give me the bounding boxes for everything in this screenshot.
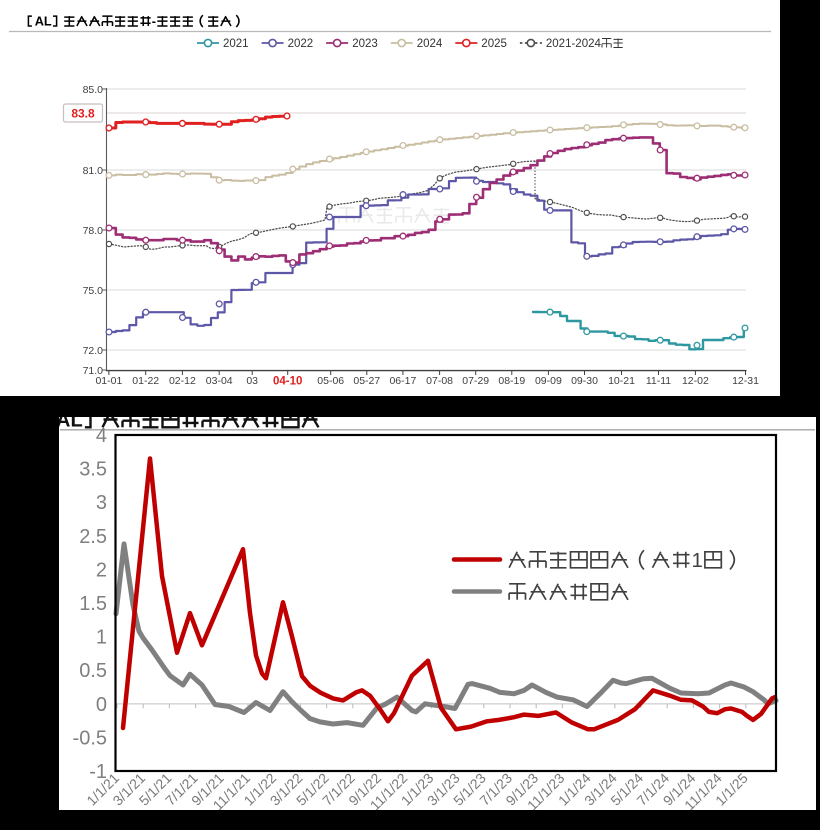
svg-text:03-04: 03-04 — [206, 375, 233, 387]
svg-text:04-10: 04-10 — [273, 376, 302, 388]
svg-text:-0.5: -0.5 — [73, 727, 107, 749]
svg-text:2.5: 2.5 — [79, 526, 107, 548]
svg-text:0: 0 — [96, 694, 107, 716]
svg-text:11-11: 11-11 — [646, 375, 671, 387]
svg-text:2: 2 — [96, 559, 107, 581]
svg-text:3: 3 — [96, 492, 107, 514]
svg-text:-1: -1 — [89, 761, 107, 783]
svg-text:2025: 2025 — [481, 38, 507, 50]
svg-text:01-01: 01-01 — [95, 375, 122, 387]
svg-text:09-30: 09-30 — [571, 375, 598, 387]
svg-text:3.5: 3.5 — [79, 459, 107, 481]
svg-text:81.0: 81.0 — [83, 165, 104, 177]
svg-text:03: 03 — [246, 375, 258, 387]
svg-text:4: 4 — [96, 425, 107, 447]
svg-text:12-02: 12-02 — [682, 375, 709, 387]
svg-text:2021: 2021 — [223, 38, 249, 50]
svg-text:12-31: 12-31 — [732, 375, 759, 387]
svg-text:07-08: 07-08 — [426, 375, 453, 387]
svg-text:06-17: 06-17 — [389, 375, 416, 387]
svg-text:08-19: 08-19 — [498, 375, 525, 387]
svg-text:75.0: 75.0 — [83, 285, 104, 297]
svg-text:07-29: 07-29 — [462, 375, 489, 387]
svg-text:01-22: 01-22 — [132, 375, 159, 387]
svg-text:2024: 2024 — [417, 38, 443, 50]
svg-text:1: 1 — [96, 627, 107, 649]
svg-text:09-09: 09-09 — [535, 375, 562, 387]
svg-text:AL: AL — [35, 15, 52, 29]
svg-text:71.0: 71.0 — [83, 365, 104, 377]
svg-text:0.5: 0.5 — [79, 660, 107, 682]
svg-text:2021-2024: 2021-2024 — [546, 38, 602, 50]
svg-text:10-21: 10-21 — [608, 375, 635, 387]
svg-text:85.0: 85.0 — [83, 84, 104, 96]
svg-text:05-06: 05-06 — [317, 375, 344, 387]
svg-text:78.0: 78.0 — [83, 225, 104, 237]
svg-text:2023: 2023 — [352, 38, 378, 50]
svg-text:83.8: 83.8 — [71, 107, 95, 121]
svg-text:-: - — [152, 15, 156, 29]
svg-text:1: 1 — [692, 549, 703, 572]
svg-text:05-27: 05-27 — [353, 375, 380, 387]
svg-text:02-12: 02-12 — [169, 375, 196, 387]
svg-text:72.0: 72.0 — [83, 345, 104, 357]
svg-text:1.5: 1.5 — [79, 593, 107, 615]
svg-text:2022: 2022 — [288, 38, 314, 50]
